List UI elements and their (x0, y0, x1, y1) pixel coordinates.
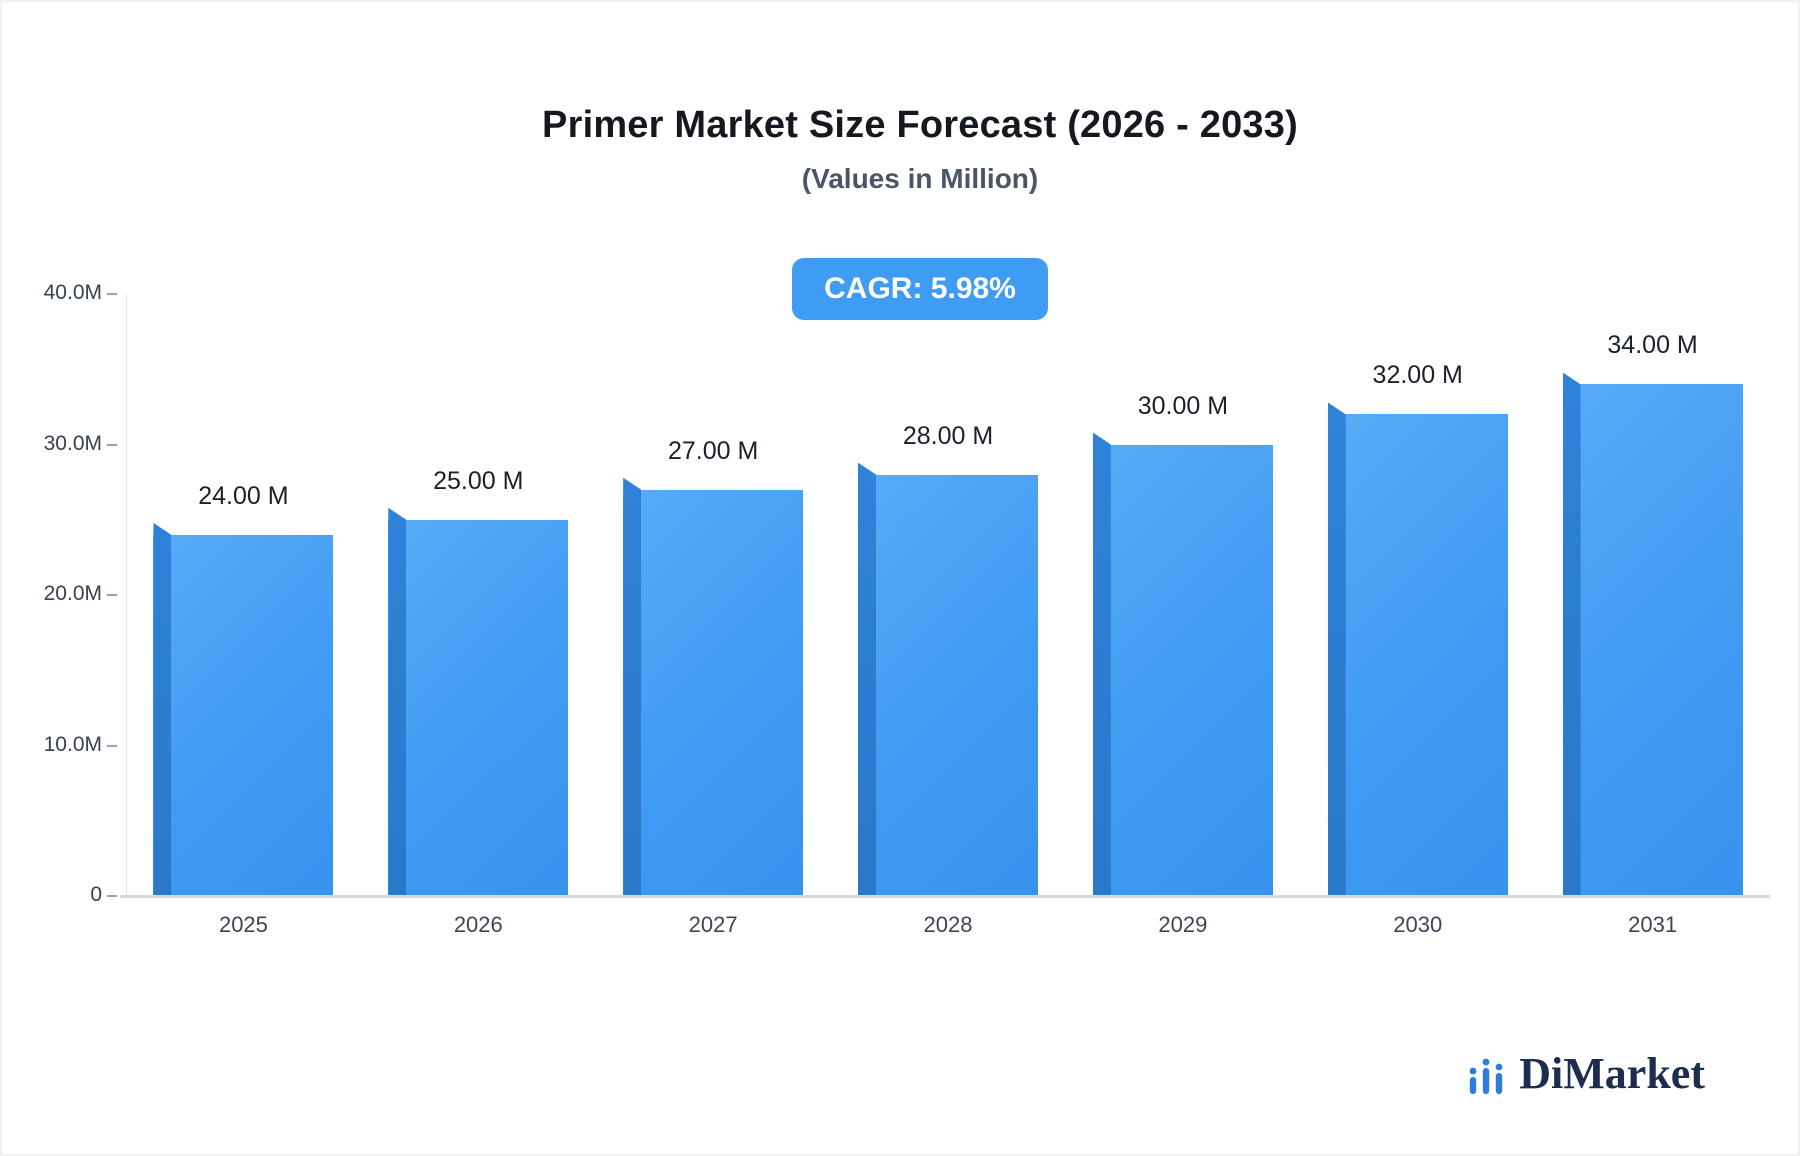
y-tick-mark (107, 594, 117, 596)
bar-value-label: 27.00 M (667, 436, 759, 465)
bar-slot: 34.00 M 2031 (1535, 294, 1770, 937)
y-tick-mark (107, 744, 117, 747)
bar-side-edge (858, 462, 876, 896)
bar (1562, 372, 1743, 896)
bar-side-edge (623, 477, 642, 896)
chart-subtitle: (Values in Million) (801, 163, 1039, 194)
bar (388, 507, 569, 896)
bar-value-label: 28.00 M (902, 421, 994, 450)
bar-slot: 25.00 M 2026 (361, 294, 596, 937)
y-axis-line (126, 294, 127, 896)
plot-area: 40.0M 30.0M 20.0M 10.0M 0 24.00 M 2025 25.00 M… (44, 281, 1770, 937)
bar (623, 477, 804, 896)
bar (153, 522, 334, 896)
cagr-badge: CAGR: 5.98% (792, 258, 1048, 320)
y-tick-mark (107, 443, 117, 446)
bar-slot: 24.00 M 2025 (126, 294, 361, 937)
bar-side-edge (1562, 372, 1581, 896)
chart-title: Primer Market Size Forecast (2026 - 2033… (542, 104, 1298, 146)
y-tick-mark (107, 895, 117, 897)
dimarket-logo: DiMarket (1463, 1048, 1705, 1099)
x-axis-line (120, 895, 1770, 898)
y-tick-label: 10.0M (43, 732, 102, 756)
x-axis-label: 2031 (1628, 912, 1678, 937)
bar-slot: 30.00 M 2029 (1065, 294, 1300, 937)
bar-side-edge (388, 507, 407, 896)
bar-side-edge (1092, 432, 1111, 896)
dimarket-logo-text: DiMarket (1519, 1049, 1705, 1098)
dimarket-logo-icon (1469, 1058, 1503, 1094)
badge-row: CAGR: 5.98% (70, 258, 1770, 320)
x-axis-label: 2030 (1393, 912, 1443, 937)
x-axis-label: 2027 (688, 912, 738, 937)
bar-value-label: 24.00 M (198, 481, 289, 510)
bar-value-label: 32.00 M (1372, 361, 1463, 390)
chart-header: Primer Market Size Forecast (2026 - 2033… (70, 104, 1770, 195)
bar-value-label: 30.00 M (1137, 391, 1229, 420)
x-axis-label: 2028 (923, 912, 973, 937)
bar-series: 24.00 M 2025 25.00 M 2026 27.00 M 2027 28.00 M… (126, 294, 1770, 937)
x-axis-label: 2026 (453, 912, 503, 937)
bar (858, 462, 1038, 896)
bar-slot: 28.00 M 2028 (831, 294, 1066, 937)
bar-slot: 32.00 M 2030 (1300, 294, 1535, 937)
bar-value-label: 34.00 M (1607, 331, 1698, 360)
x-axis-label: 2029 (1158, 912, 1208, 937)
bar-value-label: 25.00 M (433, 466, 524, 495)
bar-side-edge (153, 522, 172, 896)
bar (1327, 402, 1508, 896)
y-tick-mark (107, 293, 117, 295)
y-tick-label: 30.0M (43, 431, 102, 455)
y-tick-label: 20.0M (43, 582, 102, 605)
bar-slot: 27.00 M 2027 (596, 294, 831, 937)
x-axis-label: 2025 (218, 912, 268, 937)
bar-side-edge (1327, 402, 1346, 896)
y-tick-label: 0 (90, 883, 102, 906)
bar (1092, 432, 1273, 896)
y-tick-label: 40.0M (43, 281, 102, 304)
